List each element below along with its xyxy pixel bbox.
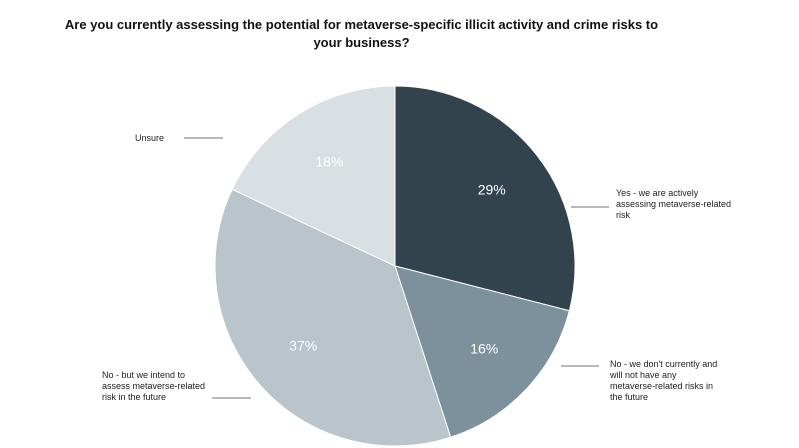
slice-label-no-we-don-t-currently-and-will-not-have-: No - we don't currently and will not have… xyxy=(609,359,717,402)
callout-labels: Yes - we are actively assessing metaverse… xyxy=(102,133,731,402)
slice-percentage-yes-we-are-actively-assessing-metaverse-: 29% xyxy=(478,182,506,198)
slice-percentage-no-we-don-t-currently-and-will-not-have-: 16% xyxy=(470,340,498,356)
slice-label-line: risk xyxy=(616,210,630,220)
slice-label-line: metaverse-related risks in xyxy=(610,381,713,391)
slice-label-unsure: Unsure xyxy=(135,133,164,143)
slice-label-line: Yes - we are actively xyxy=(616,188,699,198)
pie-slice-yes-we-are-actively-assessing-metaverse- xyxy=(394,85,576,312)
slice-label-line: will not have any xyxy=(609,370,677,380)
slice-label-line: assessing metaverse-related xyxy=(616,199,731,209)
chart-title-line-2: your business? xyxy=(313,35,410,50)
pie-slice-no-we-don-t-currently-and-will-not-have- xyxy=(394,265,570,438)
slice-label-line: the future xyxy=(610,392,648,402)
slice-label-line: assess metaverse-related xyxy=(102,381,205,391)
percentage-labels: 29% 16% 37% 18% xyxy=(289,153,506,356)
slice-label-line: risk in the future xyxy=(102,392,166,402)
slice-label-no-but-we-intend-to-assess-metaverse-rel: No - but we intend to assess metaverse-re… xyxy=(102,370,205,402)
chart-title: Are you currently assessing the potentia… xyxy=(0,16,723,52)
slice-label-line: Unsure xyxy=(135,133,164,143)
pie-slice-no-but-we-intend-to-assess-metaverse-rel xyxy=(214,188,452,447)
chart-title-line-1: Are you currently assessing the potentia… xyxy=(64,17,659,32)
slice-percentage-unsure: 18% xyxy=(315,153,343,169)
slice-label-yes-we-are-actively-assessing-metaverse-: Yes - we are actively assessing metaverse… xyxy=(616,188,731,220)
slice-label-line: No - we don't currently and xyxy=(610,359,717,369)
pie-slices xyxy=(214,85,576,447)
pie-slice-unsure xyxy=(231,85,396,267)
slice-percentage-no-but-we-intend-to-assess-metaverse-rel: 37% xyxy=(289,338,317,354)
slice-label-line: No - but we intend to xyxy=(102,370,185,380)
